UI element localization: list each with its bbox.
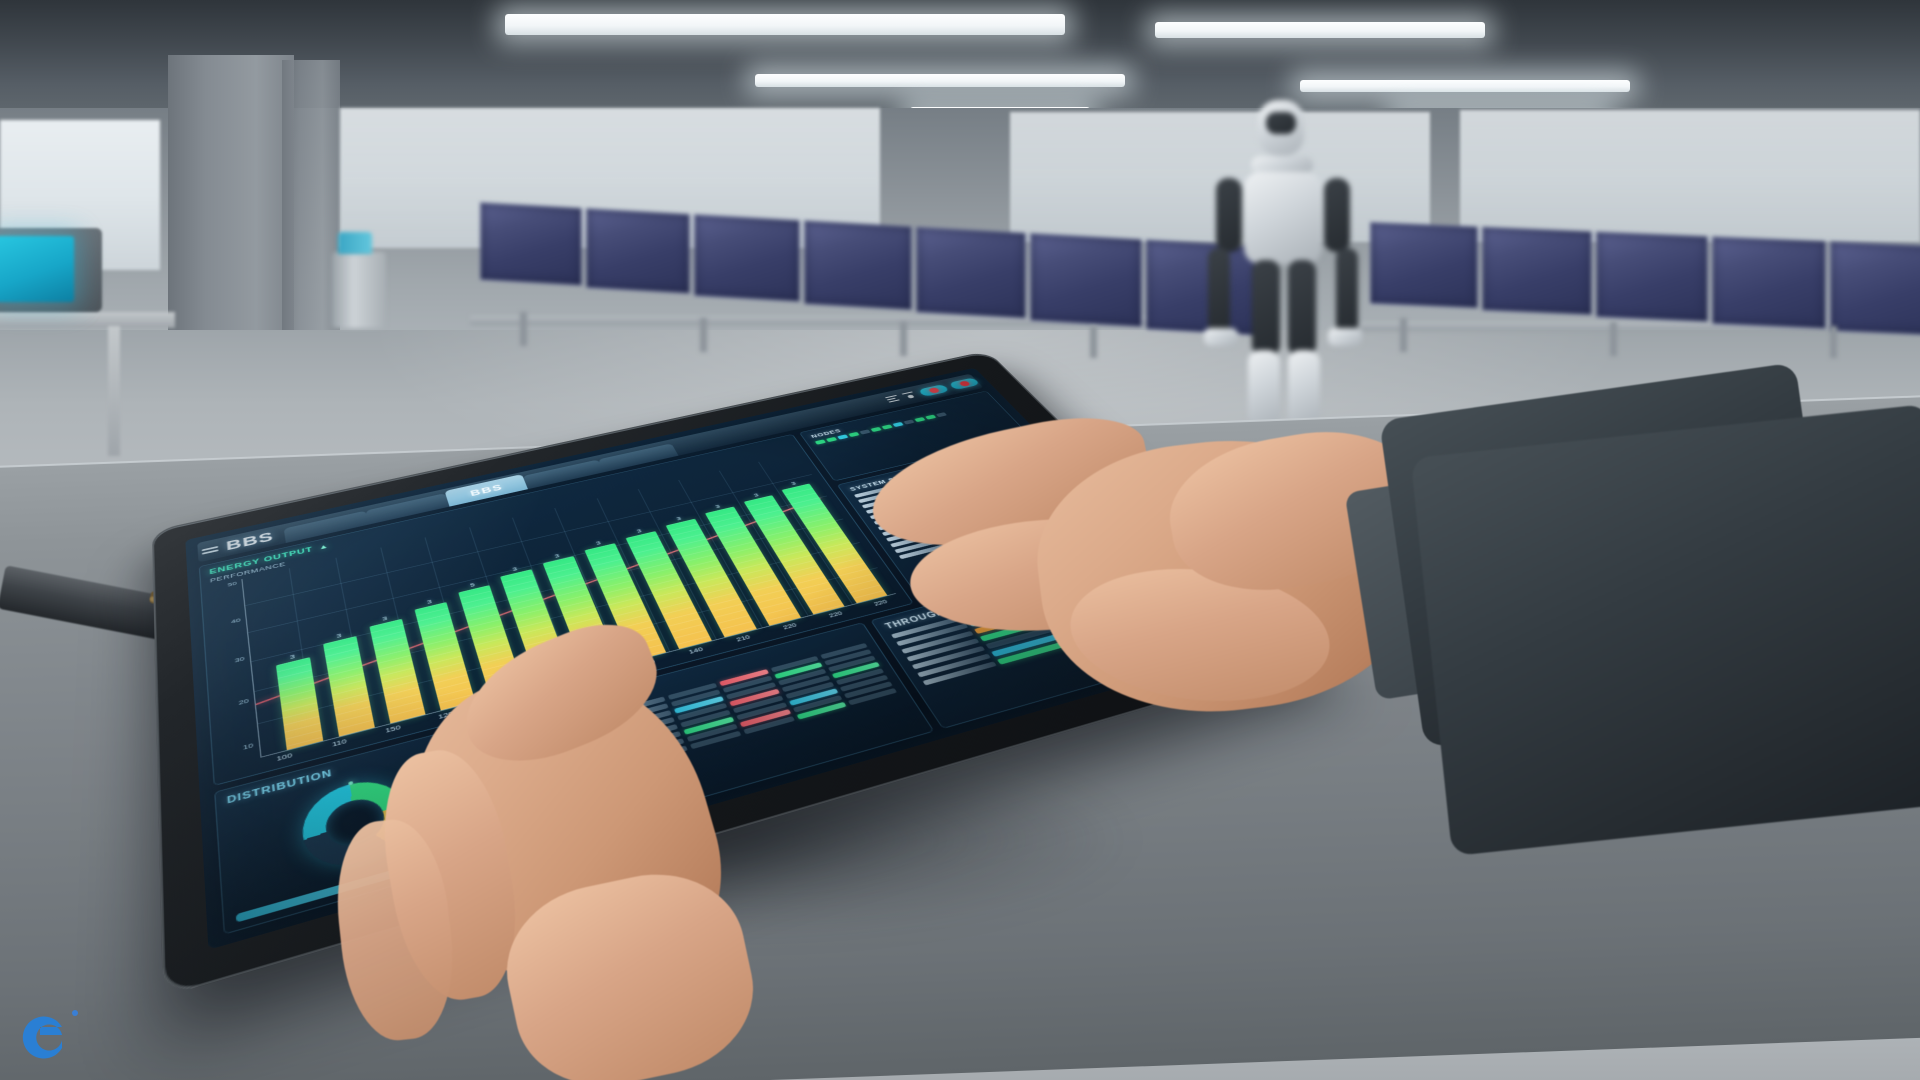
ceiling-light [1155,22,1485,38]
bar-value-label: 3 [714,503,722,510]
panel-leg [1830,326,1837,358]
bar-value-label: 3 [635,527,643,534]
ceiling-light [1300,80,1630,92]
y-axis-tick: 20 [238,696,249,706]
humanoid-robot [1196,100,1386,430]
equipment-cylinder [332,252,386,328]
panel-rail [1360,322,1920,331]
brand-watermark [18,1002,80,1064]
bar-value-label: 3 [789,480,797,487]
alert-button[interactable] [948,377,981,390]
ceiling-light [755,74,1125,87]
equipment-cap [338,232,372,254]
lab-bench-leg [108,326,120,456]
wall-column [168,55,294,355]
bar-value-label: 3 [595,540,602,547]
monitor-screen [0,236,74,302]
panel-rail [470,316,1190,325]
bar-value-label: 3 [553,552,561,560]
panel-leg [1610,322,1617,356]
bar-value-label: 3 [381,615,388,622]
panel-leg [900,322,907,356]
jacket-sleeve-far [1410,403,1920,857]
logo-dot-icon [72,1010,78,1016]
wall-column [282,60,340,350]
record-button[interactable] [917,383,950,397]
panel-leg [700,318,707,352]
bar-value-label: 3 [426,598,433,605]
panel-leg [1400,318,1407,352]
supporting-hand [300,606,820,1080]
bar-value-label: 5 [469,581,476,589]
bar-value-label: 3 [289,653,296,661]
y-axis-tick: 50 [227,580,237,588]
ceiling-light [505,14,1065,35]
lab-bench [0,312,175,328]
status-chip[interactable] [814,439,827,445]
status-chip[interactable] [826,436,838,443]
bar-value-label: 3 [675,515,683,522]
panel-leg [1090,326,1097,358]
panel-leg [520,312,527,346]
bar-value-label: 3 [752,492,760,498]
sort-caret-icon[interactable]: ▲ [318,542,330,552]
hamburger-icon[interactable] [201,545,219,555]
bar-value-label: 3 [511,565,518,573]
filter-icon[interactable] [901,391,918,400]
window [1460,110,1920,242]
